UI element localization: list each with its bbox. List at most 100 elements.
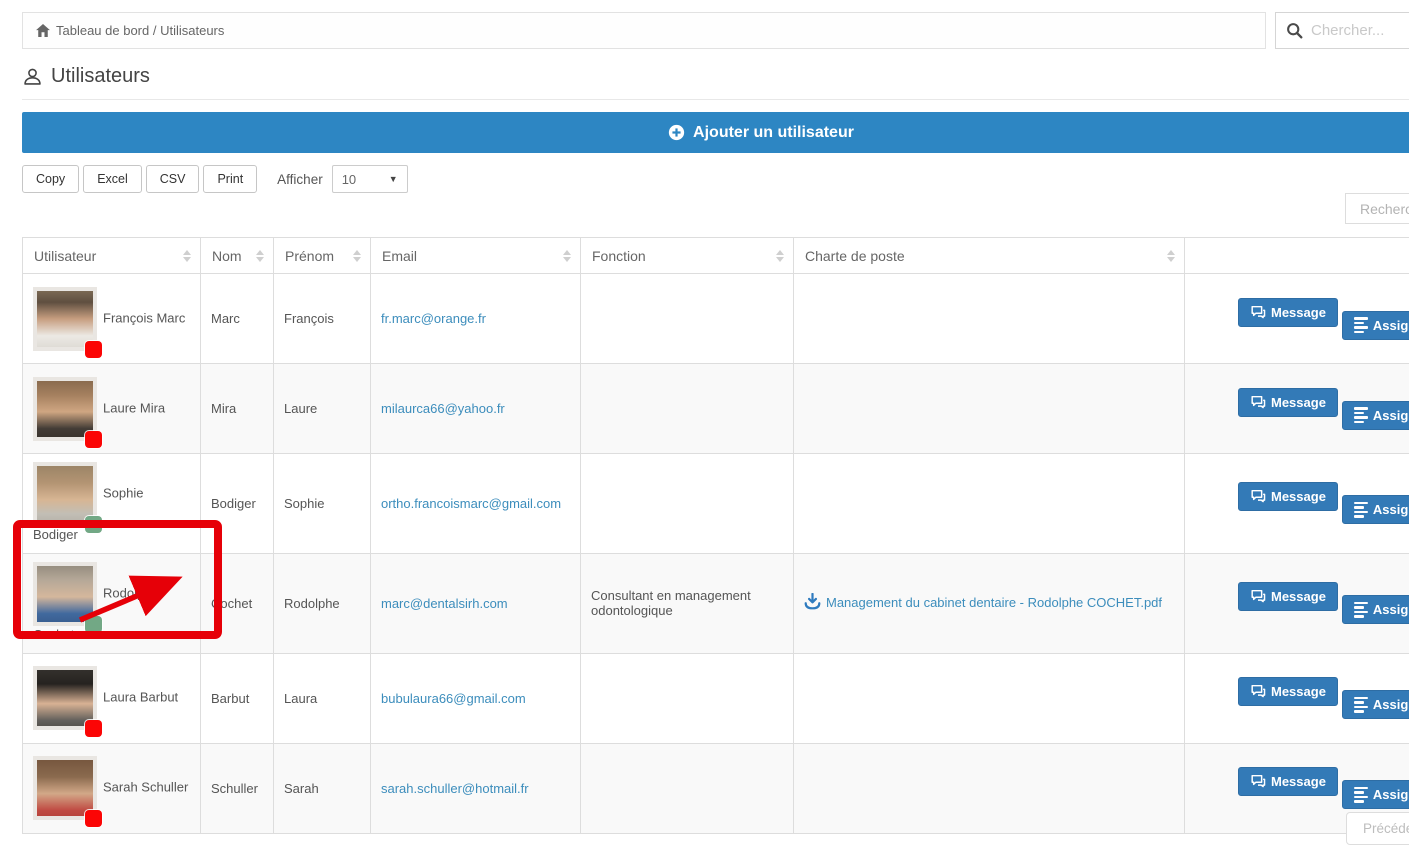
message-button[interactable]: Message	[1238, 767, 1338, 797]
add-user-label: Ajouter un utilisateur	[693, 123, 854, 141]
align-left-icon	[1353, 601, 1368, 618]
charte-cell: Management du cabinet dentaire - Rodolph…	[793, 552, 1185, 654]
page-title: Utilisateurs	[51, 65, 150, 87]
breadcrumb-text: Tableau de bord / Utilisateurs	[56, 23, 225, 38]
assign-button[interactable]: Assigner	[1341, 595, 1409, 625]
align-left-icon	[1353, 407, 1368, 423]
email-cell: sarah.schuller@hotmail.fr	[370, 742, 581, 834]
nom-cell: Schuller	[200, 742, 274, 834]
user-cell: Rodolphe Cochet	[22, 552, 201, 654]
comments-icon	[1251, 490, 1266, 503]
table-row: Sarah Schuller Schuller Sarah sarah.schu…	[22, 742, 1409, 834]
comments-icon	[1251, 775, 1266, 788]
actions-cell: MessageAssigner	[1184, 742, 1409, 834]
message-button[interactable]: Message	[1238, 387, 1338, 417]
nom-cell: Mira	[200, 363, 274, 454]
table-search-input[interactable]	[1345, 193, 1409, 224]
nom-cell: Barbut	[200, 652, 274, 744]
sort-icon	[256, 249, 264, 262]
prenom-cell: François	[273, 273, 371, 364]
email-link[interactable]: ortho.francoismarc@gmail.com	[381, 495, 562, 511]
previous-page-button[interactable]: Précédent	[1346, 812, 1409, 845]
user-cell: Laura Barbut	[22, 652, 201, 744]
column-header-charte[interactable]: Charte de poste	[793, 237, 1185, 274]
table-row: Sophie Bodiger Bodiger Sophie ortho.fran…	[22, 453, 1409, 554]
assign-button[interactable]: Assigner	[1341, 780, 1409, 810]
plus-circle-icon	[668, 124, 685, 141]
message-button[interactable]: Message	[1238, 677, 1338, 707]
email-cell: bubulaura66@gmail.com	[370, 652, 581, 744]
column-header-prenom[interactable]: Prénom	[273, 237, 371, 274]
users-icon	[24, 68, 41, 85]
copy-button[interactable]: Copy	[22, 165, 80, 193]
assign-button[interactable]: Assigner	[1341, 690, 1409, 720]
comments-icon	[1251, 395, 1266, 408]
sort-icon	[563, 249, 571, 262]
column-header-fonction[interactable]: Fonction	[580, 237, 794, 274]
actions-cell: MessageAssigner	[1184, 363, 1409, 454]
prenom-cell: Rodolphe	[273, 552, 371, 654]
assign-button[interactable]: Assigner	[1341, 495, 1409, 525]
align-left-icon	[1353, 501, 1368, 518]
breadcrumb[interactable]: Tableau de bord / Utilisateurs	[22, 12, 1266, 49]
fonction-cell	[580, 453, 794, 554]
column-header-nom[interactable]: Nom	[200, 237, 274, 274]
avatar	[33, 462, 102, 533]
top-bar: Tableau de bord / Utilisateurs	[22, 12, 1409, 49]
email-link[interactable]: marc@dentalsirh.com	[381, 595, 508, 611]
email-link[interactable]: fr.marc@orange.fr	[381, 311, 486, 326]
fonction-cell	[580, 652, 794, 744]
message-button[interactable]: Message	[1238, 582, 1338, 612]
nom-cell: Cochet	[200, 552, 274, 654]
table-toolbar: Copy Excel CSV Print Afficher 10 ▼	[22, 165, 1409, 193]
email-link[interactable]: bubulaura66@gmail.com	[381, 690, 526, 706]
email-cell: marc@dentalsirh.com	[370, 552, 581, 654]
table-row: Rodolphe Cochet Cochet Rodolphe marc@den…	[22, 552, 1409, 654]
charte-link[interactable]: Management du cabinet dentaire - Rodolph…	[826, 594, 1163, 610]
add-user-button[interactable]: Ajouter un utilisateur	[22, 112, 1409, 153]
table-header-row: Utilisateur Nom Prénom Email Fonction Ch…	[22, 237, 1409, 274]
user-cell: François Marc	[22, 273, 201, 364]
fonction-cell	[580, 363, 794, 454]
prenom-cell: Laura	[273, 652, 371, 744]
charte-cell	[793, 652, 1185, 744]
prenom-cell: Laure	[273, 363, 371, 454]
csv-button[interactable]: CSV	[145, 165, 200, 193]
prenom-cell: Sarah	[273, 742, 371, 834]
global-search-input[interactable]	[1311, 22, 1409, 39]
user-cell: Sophie Bodiger	[22, 453, 201, 554]
user-cell: Sarah Schuller	[22, 742, 201, 834]
nom-cell: Bodiger	[200, 453, 274, 554]
assign-button[interactable]: Assigner	[1341, 310, 1409, 340]
status-badge	[85, 810, 102, 828]
sort-icon	[1167, 249, 1175, 262]
assign-button[interactable]: Assigner	[1341, 400, 1409, 430]
email-link[interactable]: milaurca66@yahoo.fr	[381, 401, 505, 416]
align-left-icon	[1353, 696, 1368, 713]
excel-button[interactable]: Excel	[83, 165, 142, 193]
message-button[interactable]: Message	[1238, 297, 1338, 327]
charte-cell	[793, 742, 1185, 834]
email-link[interactable]: sarah.schuller@hotmail.fr	[381, 780, 529, 796]
align-left-icon	[1353, 786, 1368, 803]
search-icon	[1287, 23, 1303, 39]
comments-icon	[1251, 590, 1266, 603]
nom-cell: Marc	[200, 273, 274, 364]
fonction-cell	[580, 742, 794, 834]
message-button[interactable]: Message	[1238, 482, 1338, 512]
column-header-utilisateur[interactable]: Utilisateur	[22, 237, 201, 274]
page-size-select[interactable]: 10 ▼	[331, 165, 408, 193]
home-icon	[36, 24, 50, 37]
charte-cell	[793, 453, 1185, 554]
chevron-down-icon: ▼	[388, 174, 398, 184]
charte-cell	[793, 273, 1185, 364]
actions-cell: MessageAssigner	[1184, 552, 1409, 654]
status-badge	[85, 430, 102, 448]
table-row: Laure Mira Mira Laure milaurca66@yahoo.f…	[22, 363, 1409, 454]
column-header-email[interactable]: Email	[370, 237, 581, 274]
table-row: Laura Barbut Barbut Laura bubulaura66@gm…	[22, 652, 1409, 744]
user-name: François Marc	[103, 309, 186, 325]
print-button[interactable]: Print	[203, 165, 258, 193]
email-cell: fr.marc@orange.fr	[370, 273, 581, 364]
